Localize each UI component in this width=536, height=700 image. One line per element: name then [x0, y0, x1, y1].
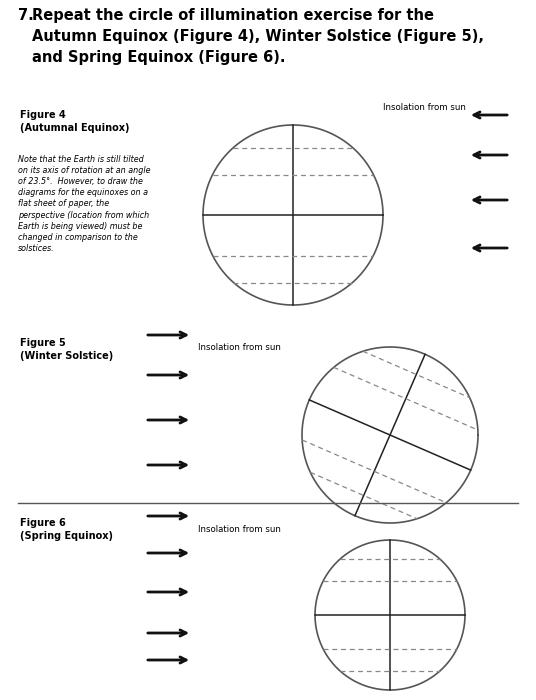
Text: Insolation from sun: Insolation from sun: [198, 525, 281, 534]
Text: Figure 6
(Spring Equinox): Figure 6 (Spring Equinox): [20, 518, 113, 541]
Text: Insolation from sun: Insolation from sun: [383, 103, 466, 112]
Text: Figure 4
(Autumnal Equinox): Figure 4 (Autumnal Equinox): [20, 110, 130, 133]
Text: Insolation from sun: Insolation from sun: [198, 343, 281, 352]
Text: Repeat the circle of illumination exercise for the
Autumn Equinox (Figure 4), Wi: Repeat the circle of illumination exerci…: [32, 8, 484, 65]
Text: Figure 5
(Winter Solstice): Figure 5 (Winter Solstice): [20, 338, 113, 361]
Text: 7.: 7.: [18, 8, 34, 23]
Text: Note that the Earth is still tilted
on its axis of rotation at an angle
of 23.5°: Note that the Earth is still tilted on i…: [18, 155, 151, 253]
